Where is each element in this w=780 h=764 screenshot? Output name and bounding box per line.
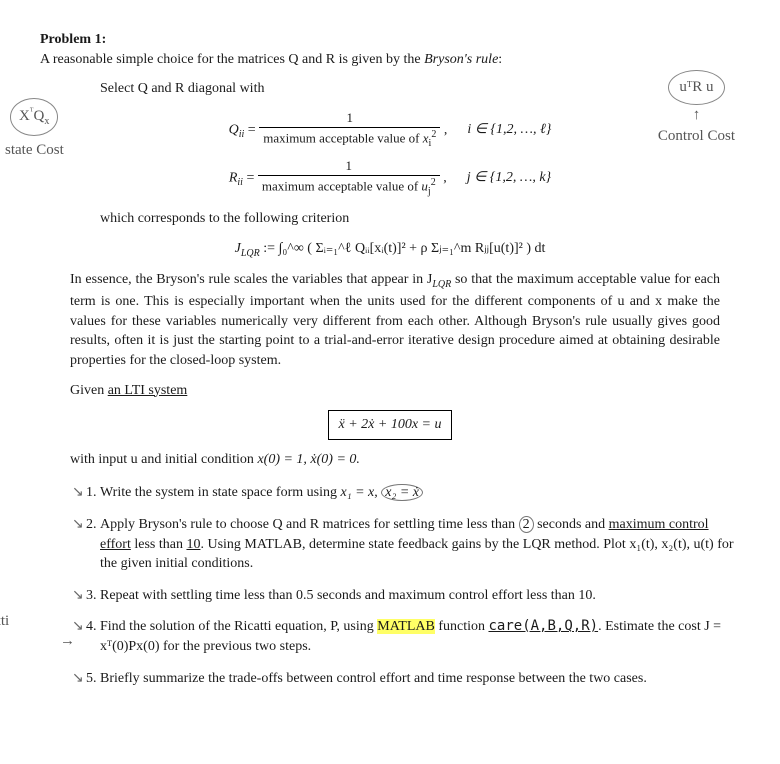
jlqr-equation: JLQR := ∫₀^∞ ( Σᵢ₌₁^ℓ Qᵢᵢ[xᵢ(t)]² + ρ Σⱼ… [40, 239, 740, 261]
para1: In essence, the Bryson's rule scales the… [70, 270, 720, 370]
margin-atti: atti [0, 611, 9, 632]
eq-r: Rii = 1 maximum acceptable value of uj2 … [40, 157, 740, 199]
margin-xqx: XᵀQx [10, 98, 58, 136]
intro-text: A reasonable simple choice for the matri… [40, 52, 502, 67]
eq-q: Qii = 1 maximum acceptable value of xi2 … [40, 109, 740, 151]
margin-uru: uᵀR u ↑ Control Cost [658, 70, 735, 147]
criterion-line: which corresponds to the following crite… [100, 209, 740, 229]
task-5: Briefly summarize the trade-offs between… [100, 669, 740, 689]
task-2: Apply Bryson's rule to choose Q and R ma… [100, 515, 740, 574]
task-4: atti → Find the solution of the Ricatti … [100, 617, 740, 656]
ic-line: with input u and initial condition x(0) … [70, 450, 740, 470]
task-1: Write the system in state space form usi… [100, 483, 740, 503]
select-line: Select Q and R diagonal with [100, 79, 740, 99]
margin-arrow: → [60, 631, 75, 652]
ode: ẍ + 2ẋ + 100x = u [40, 410, 740, 440]
margin-state-cost: state Cost [5, 140, 64, 161]
problem-title: Problem 1: [40, 32, 106, 47]
task-3: Repeat with settling time less than 0.5 … [100, 586, 740, 606]
given-line: Given an LTI system [70, 381, 740, 401]
